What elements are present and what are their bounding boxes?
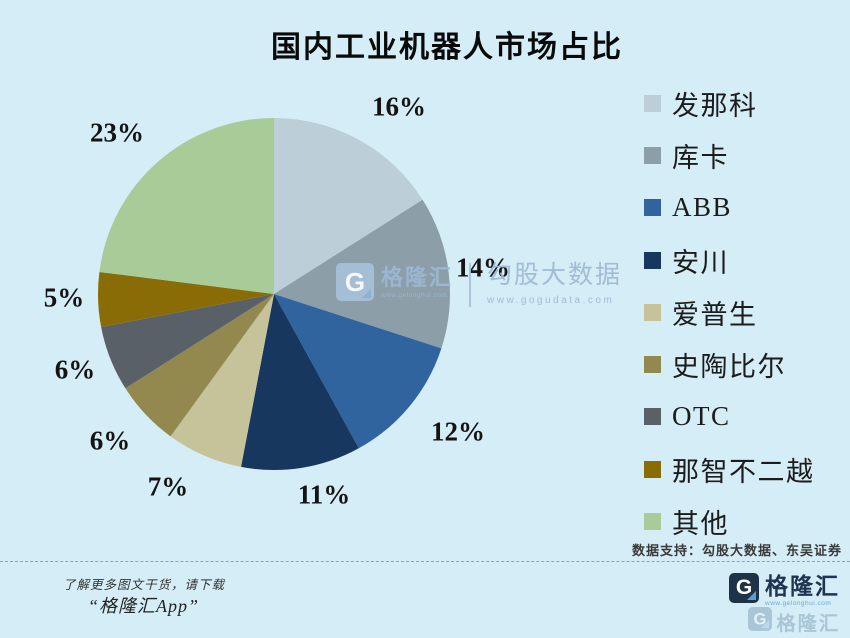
legend-item-OTC: OTC xyxy=(644,391,815,443)
legend-item-发那科: 发那科 xyxy=(644,77,815,129)
pie-slice-ABB xyxy=(274,294,442,449)
legend-swatch xyxy=(644,460,661,478)
legend-label: 史陶比尔 xyxy=(672,352,786,383)
pie-slice-安川 xyxy=(241,294,359,470)
gelonghui-logo-icon: G xyxy=(748,607,772,631)
pie-percent-label-安川: 11% xyxy=(297,479,351,510)
legend-label: ABB xyxy=(672,192,733,223)
legend-item-其他: 其他 xyxy=(644,495,815,547)
pie-percent-label-库卡: 14% xyxy=(456,252,510,283)
legend-item-ABB: ABB xyxy=(644,182,815,234)
legend-item-爱普生: 爱普生 xyxy=(644,286,815,338)
watermark-product-url: www.gogudata.com xyxy=(487,295,615,306)
legend-item-库卡: 库卡 xyxy=(644,129,815,181)
legend-label: 库卡 xyxy=(672,142,729,173)
pie-slice-爱普生 xyxy=(170,294,274,467)
footer-brand-url: www.gelonghui.com xyxy=(765,600,832,607)
pie-percent-label-OTC: 6% xyxy=(54,354,96,385)
chart-legend: 发那科库卡 ABB 安川爱普生史陶比尔 OTC 那智不二越其他 xyxy=(644,77,815,548)
pie-slice-史陶比尔 xyxy=(125,294,275,437)
legend-swatch xyxy=(644,303,661,321)
legend-item-安川: 安川 xyxy=(644,234,815,286)
pie-slice-其他 xyxy=(99,118,274,294)
legend-swatch xyxy=(644,94,661,112)
footer-dashed-divider xyxy=(0,561,850,562)
legend-swatch xyxy=(644,251,661,269)
legend-swatch xyxy=(644,146,661,164)
footer-promo-line2: “格隆汇App” xyxy=(88,596,200,616)
pie-slice-OTC xyxy=(101,294,275,389)
legend-label: 发那科 xyxy=(672,90,758,121)
legend-label: 那智不二越 xyxy=(672,456,815,487)
pie-percent-label-发那科: 16% xyxy=(372,91,426,122)
pie-percent-label-ABB: 12% xyxy=(431,416,485,447)
pie-chart xyxy=(98,118,451,470)
chart-title: 国内工业机器人市场占比 xyxy=(271,31,623,64)
legend-swatch xyxy=(644,513,661,531)
legend-swatch xyxy=(644,199,661,217)
gelonghui-logo-icon: G xyxy=(729,573,759,603)
footer-brand-text: 格隆汇 xyxy=(765,573,840,599)
pie-slice-发那科 xyxy=(274,118,423,294)
legend-item-那智不二越: 那智不二越 xyxy=(644,443,815,495)
data-support-credit: 数据支持：勾股大数据、东吴证券 xyxy=(631,543,842,558)
pie-percent-label-其他: 23% xyxy=(90,117,144,148)
gelonghui-footer-logo-ghost: G 格隆汇 xyxy=(748,607,840,636)
pie-percent-label-那智不二越: 5% xyxy=(43,282,85,313)
pie-slice-那智不二越 xyxy=(98,271,275,327)
legend-label: 爱普生 xyxy=(672,299,758,330)
legend-label: 安川 xyxy=(672,247,729,278)
pie-percent-label-史陶比尔: 6% xyxy=(89,425,131,456)
legend-label: OTC xyxy=(672,401,731,432)
footer-ghost-brand-text: 格隆汇 xyxy=(776,613,840,635)
pie-percent-label-爱普生: 7% xyxy=(147,471,189,502)
footer-promo-line1: 了解更多图文干货，请下载 xyxy=(63,578,226,592)
gelonghui-footer-logo: G 格隆汇 www.gelonghui.com xyxy=(729,573,840,608)
legend-swatch xyxy=(644,356,661,374)
legend-label: 其他 xyxy=(672,509,729,540)
legend-item-史陶比尔: 史陶比尔 xyxy=(644,338,815,390)
legend-swatch xyxy=(644,408,661,426)
